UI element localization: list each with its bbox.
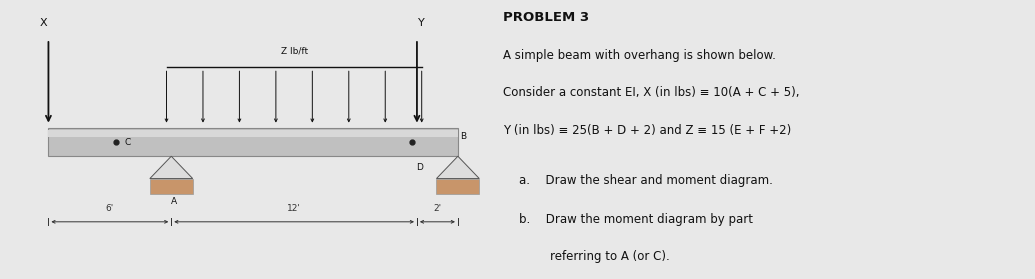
Text: Y (in lbs) ≡ 25(B + D + 2) and Z ≡ 15 (E + F +2): Y (in lbs) ≡ 25(B + D + 2) and Z ≡ 15 (E… <box>503 124 791 137</box>
Bar <box>49 128 457 156</box>
Text: Consider a constant EI, X (in lbs) ≡ 10(A + C + 5),: Consider a constant EI, X (in lbs) ≡ 10(… <box>503 86 799 100</box>
Bar <box>437 179 479 194</box>
Text: B: B <box>461 132 467 141</box>
Text: referring to A (or C).: referring to A (or C). <box>550 250 670 263</box>
Bar <box>150 179 193 194</box>
Text: C: C <box>124 138 130 147</box>
Text: 6': 6' <box>106 205 114 213</box>
Text: 12': 12' <box>287 205 301 213</box>
Text: A simple beam with overhang is shown below.: A simple beam with overhang is shown bel… <box>503 49 776 62</box>
Text: PROBLEM 3: PROBLEM 3 <box>503 11 589 24</box>
Bar <box>49 130 457 137</box>
Polygon shape <box>437 156 479 179</box>
Text: a.  Draw the shear and moment diagram.: a. Draw the shear and moment diagram. <box>520 174 773 187</box>
Polygon shape <box>150 156 193 179</box>
Text: Y: Y <box>418 18 425 28</box>
Text: A: A <box>171 197 177 206</box>
Text: X: X <box>40 18 48 28</box>
Text: Z lb/ft: Z lb/ft <box>280 47 307 56</box>
Text: b.  Draw the moment diagram by part: b. Draw the moment diagram by part <box>520 213 753 227</box>
Text: D: D <box>416 163 422 172</box>
Text: 2': 2' <box>434 205 442 213</box>
